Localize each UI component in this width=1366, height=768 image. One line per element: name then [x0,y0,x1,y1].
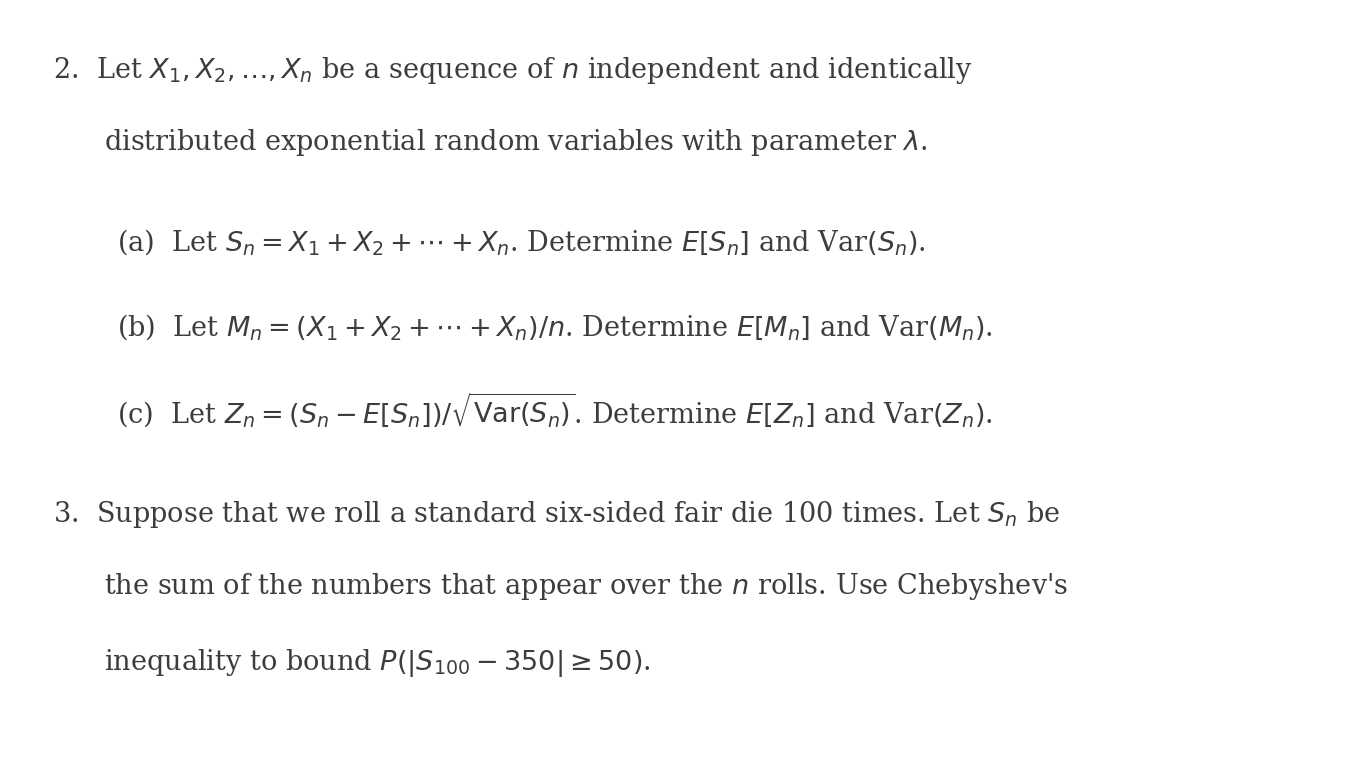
Text: (b)  Let $M_n = (X_1 + X_2 + \cdots + X_n)/n$. Determine $E[M_n]$ and Var$(M_n)$: (b) Let $M_n = (X_1 + X_2 + \cdots + X_n… [117,312,993,342]
Text: (c)  Let $Z_n = (S_n - E[S_n])/\sqrt{\mathrm{Var}(S_n)}$. Determine $E[Z_n]$ and: (c) Let $Z_n = (S_n - E[S_n])/\sqrt{\mat… [117,391,993,430]
Text: 3.  Suppose that we roll a standard six-sided fair die 100 times. Let $S_n$ be: 3. Suppose that we roll a standard six-s… [53,498,1060,530]
Text: the sum of the numbers that appear over the $n$ rolls. Use Chebyshev's: the sum of the numbers that appear over … [104,571,1068,602]
Text: (a)  Let $S_n = X_1 + X_2 + \cdots + X_n$. Determine $E[S_n]$ and Var$(S_n)$.: (a) Let $S_n = X_1 + X_2 + \cdots + X_n$… [117,227,926,257]
Text: distributed exponential random variables with parameter $\lambda$.: distributed exponential random variables… [104,127,928,158]
Text: 2.  Let $X_1, X_2, \ldots, X_n$ be a sequence of $n$ independent and identically: 2. Let $X_1, X_2, \ldots, X_n$ be a sequ… [53,55,973,86]
Text: inequality to bound $P\left(|S_{100} - 350| \geq 50\right)$.: inequality to bound $P\left(|S_{100} - 3… [104,647,650,680]
